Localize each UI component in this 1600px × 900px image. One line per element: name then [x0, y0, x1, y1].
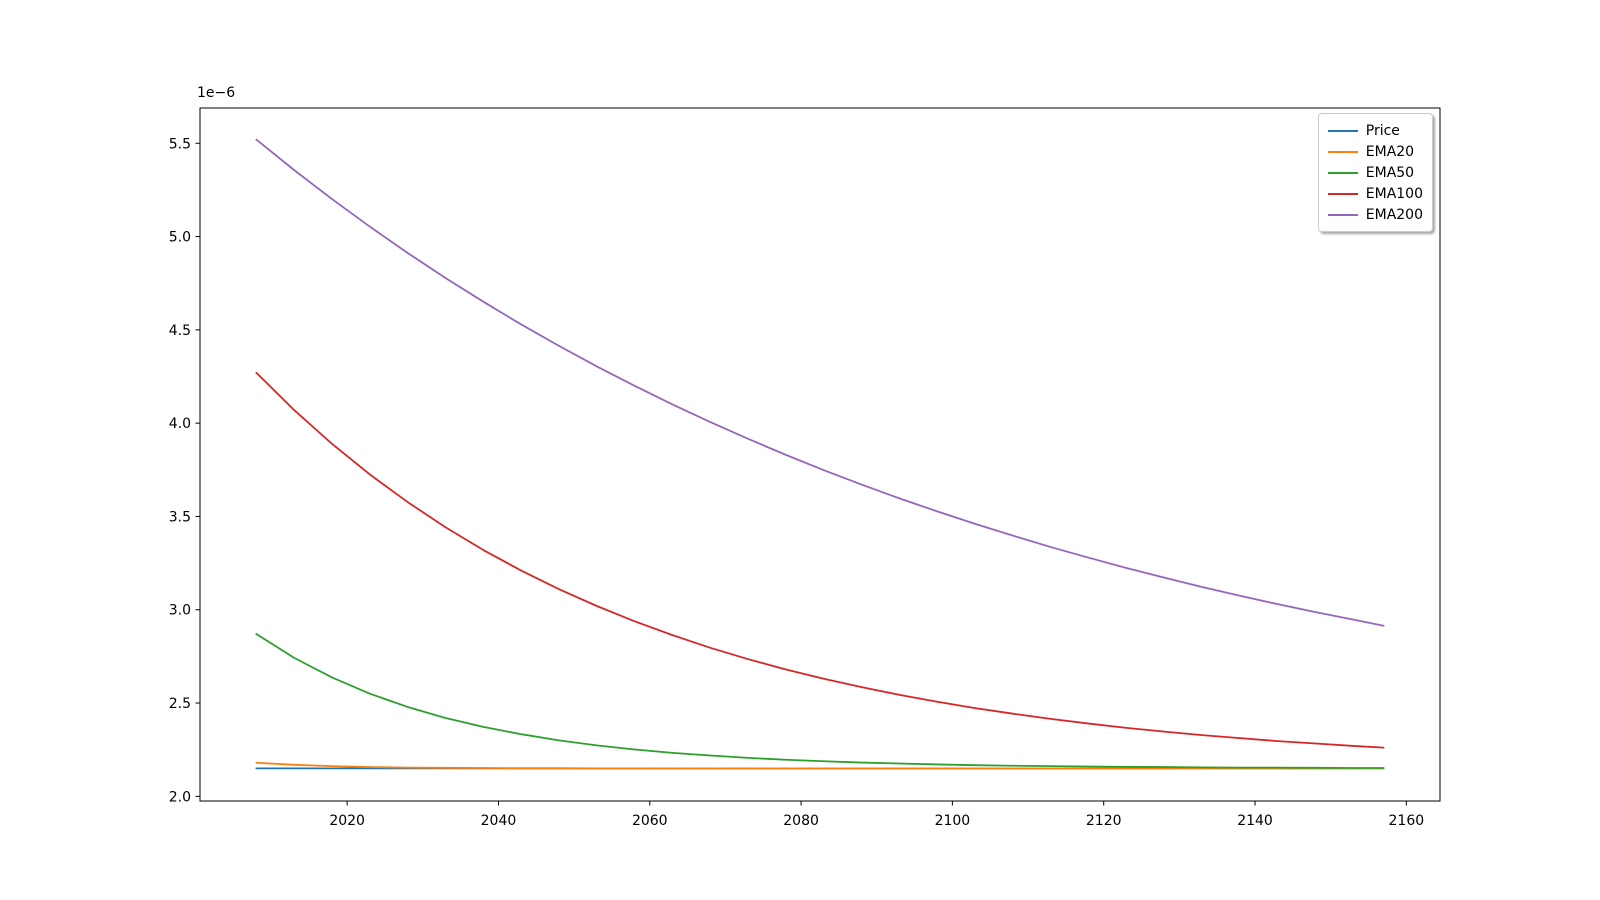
- x-tick-label: 2160: [1389, 813, 1425, 829]
- x-tick-label: 2060: [632, 813, 668, 829]
- series-line-ema200: [255, 138, 1385, 627]
- legend-entry-price: Price: [1327, 121, 1423, 140]
- x-tick-label: 2100: [935, 813, 971, 829]
- y-tick-label: 4.5: [169, 323, 191, 339]
- x-tick-label: 2120: [1086, 813, 1122, 829]
- legend-label-ema20: EMA20: [1365, 143, 1415, 160]
- legend-line-sample-ema20: [1327, 150, 1358, 153]
- y-tick-label: 2.5: [169, 696, 191, 712]
- legend-line-sample-ema50: [1327, 171, 1358, 174]
- legend-entry-ema20: EMA20: [1327, 142, 1423, 161]
- x-tick-label: 2140: [1237, 813, 1273, 829]
- legend-label-price: Price: [1365, 122, 1400, 139]
- y-tick-label: 2.0: [169, 789, 191, 805]
- legend: Price EMA20 EMA50 EMA100 EMA200: [1317, 113, 1433, 232]
- legend-line-sample-ema200: [1327, 213, 1358, 216]
- y-tick-label: 3.5: [169, 509, 191, 525]
- y-tick-label: 5.0: [169, 230, 191, 246]
- y-tick-label: 5.5: [169, 136, 191, 152]
- legend-label-ema200: EMA200: [1365, 206, 1423, 223]
- y-axis-offset-label: 1e−6: [197, 85, 236, 101]
- legend-entry-ema200: EMA200: [1327, 205, 1423, 224]
- series-line-ema50: [255, 633, 1385, 769]
- legend-label-ema50: EMA50: [1365, 164, 1415, 181]
- axes-frame: [199, 107, 1441, 802]
- legend-entry-ema100: EMA100: [1327, 184, 1423, 203]
- legend-line-sample-ema100: [1327, 192, 1358, 195]
- x-tick-label: 2080: [783, 813, 819, 829]
- legend-label-ema100: EMA100: [1365, 185, 1423, 202]
- x-tick-label: 2040: [481, 813, 517, 829]
- y-tick-label: 4.0: [169, 416, 191, 432]
- y-tick-label: 3.0: [169, 603, 191, 619]
- series-line-ema100: [255, 371, 1385, 749]
- series-line-ema20: [255, 761, 1385, 770]
- x-tick-label: 2020: [329, 813, 365, 829]
- legend-line-sample-price: [1327, 129, 1358, 132]
- legend-entry-ema50: EMA50: [1327, 163, 1423, 182]
